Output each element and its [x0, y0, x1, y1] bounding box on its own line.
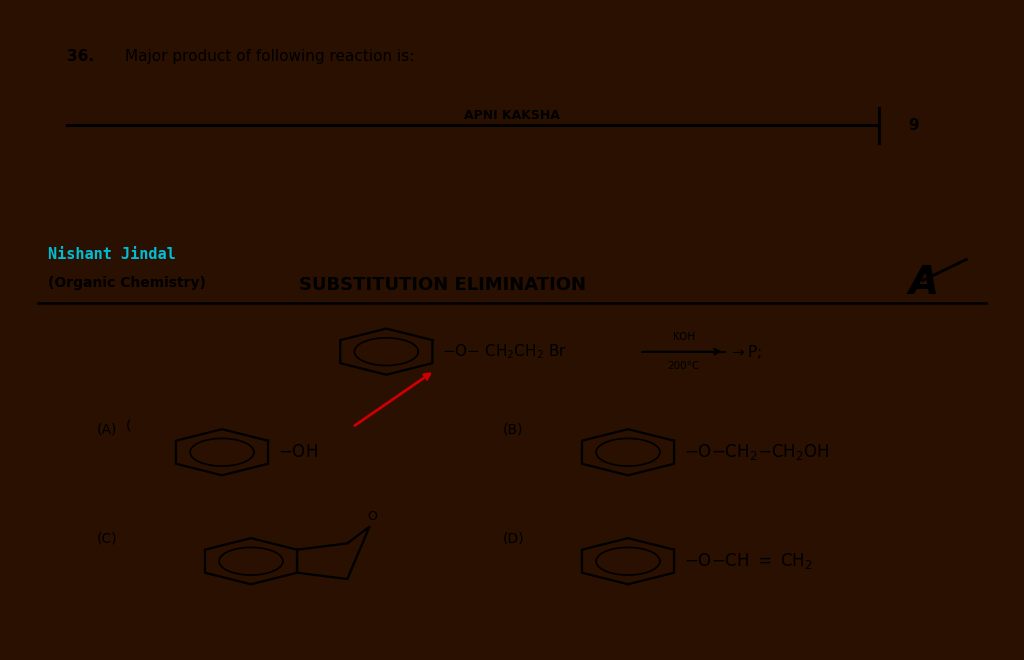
Text: A: A — [908, 263, 938, 302]
Text: SUBSTITUTION ELIMINATION: SUBSTITUTION ELIMINATION — [299, 276, 587, 294]
Text: $\rightarrow$P;: $\rightarrow$P; — [729, 343, 763, 360]
Text: Major product of following reaction is:: Major product of following reaction is: — [125, 49, 415, 64]
Text: 36.: 36. — [68, 49, 94, 64]
Text: APNI KAKSHA: APNI KAKSHA — [464, 109, 560, 122]
Text: (Organic Chemistry): (Organic Chemistry) — [48, 276, 206, 290]
Text: (A): (A) — [96, 423, 117, 437]
Text: KOH: KOH — [673, 333, 694, 343]
Text: (C): (C) — [96, 532, 117, 546]
Text: $-$O$-$CH $=$ CH$_2$: $-$O$-$CH $=$ CH$_2$ — [684, 551, 813, 571]
Text: (: ( — [125, 418, 131, 433]
Text: (D): (D) — [503, 532, 524, 546]
Text: $-$O$-$CH$_2$$-$CH$_2$OH: $-$O$-$CH$_2$$-$CH$_2$OH — [684, 442, 829, 462]
Text: 9: 9 — [908, 118, 919, 133]
Text: O: O — [368, 510, 378, 523]
Text: (B): (B) — [503, 423, 523, 437]
Text: $-$O$-$ CH$_2$CH$_2$ Br: $-$O$-$ CH$_2$CH$_2$ Br — [442, 343, 567, 361]
Text: Nishant Jindal: Nishant Jindal — [48, 247, 176, 262]
Text: 200°C: 200°C — [668, 361, 699, 371]
Text: $-$OH: $-$OH — [279, 444, 317, 461]
